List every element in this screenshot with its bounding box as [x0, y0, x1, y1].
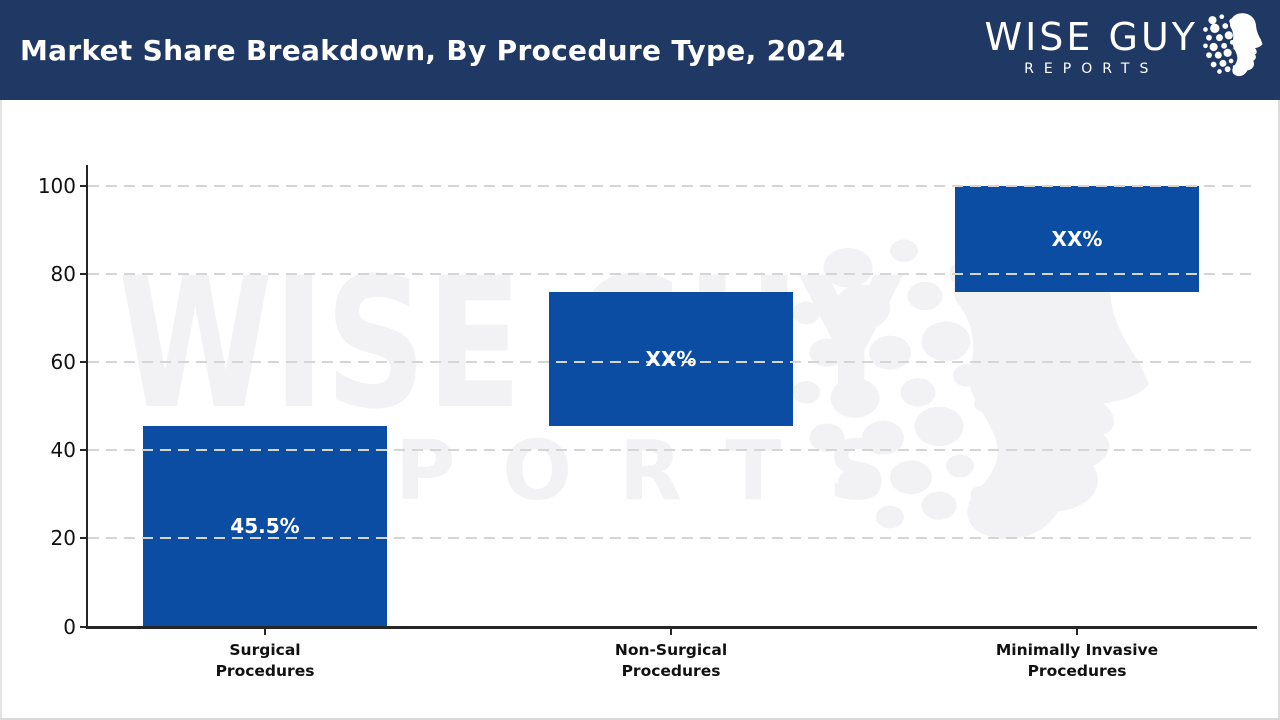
page-title: Market Share Breakdown, By Procedure Typ…	[20, 34, 846, 67]
y-tick-label-80: 80	[50, 262, 76, 286]
x-category-label-surgical: Surgical Procedures	[155, 640, 375, 682]
y-tick-label-20: 20	[50, 526, 76, 550]
y-tick-label-0: 0	[63, 615, 76, 639]
y-tickmark-60	[80, 361, 87, 363]
category-line: Procedures	[1027, 662, 1127, 680]
x-tickmark-surgical	[264, 629, 266, 635]
logo-text: WISE GUY REPORTS	[984, 15, 1198, 77]
watermark-face-logo-icon	[792, 233, 1149, 540]
gridline-40	[88, 449, 1255, 451]
gridline-100	[88, 185, 1255, 187]
bar-value-label-non-surgical: XX%	[645, 347, 697, 371]
category-line: Procedures	[215, 662, 315, 680]
y-tickmark-20	[80, 537, 87, 539]
wise-guy-reports-logo: WISE GUY REPORTS	[985, 12, 1266, 82]
page-bottom-border	[0, 718, 1280, 720]
x-category-label-non-surgical: Non-Surgical Procedures	[561, 640, 781, 682]
y-tickmark-100	[80, 185, 87, 187]
bar-non-surgical-procedures	[549, 292, 793, 426]
y-tickmark-0	[80, 626, 87, 628]
page-right-border	[1278, 100, 1280, 720]
x-tickmark-non-surgical	[670, 629, 672, 635]
logo-face-icon	[1203, 13, 1263, 77]
y-axis-line	[86, 165, 88, 629]
y-tick-label-40: 40	[50, 438, 76, 462]
page-left-border	[0, 100, 2, 720]
gridline-80	[88, 273, 1255, 275]
x-tickmark-minimally-invasive	[1076, 629, 1078, 635]
y-tickmark-40	[80, 449, 87, 451]
header-bar: Market Share Breakdown, By Procedure Typ…	[0, 0, 1280, 100]
bar-value-label-surgical: 45.5%	[230, 514, 300, 538]
gridline-20	[88, 537, 1255, 539]
y-tickmark-80	[80, 273, 87, 275]
category-line: Non-Surgical	[614, 641, 728, 659]
category-line: Surgical	[229, 641, 301, 659]
category-line: Procedures	[621, 662, 721, 680]
bar-surgical-procedures	[143, 426, 387, 627]
gridline-60	[88, 361, 1255, 363]
x-category-label-minimally-invasive: Minimally Invasive Procedures	[967, 640, 1187, 682]
logo-brand-name: WISE GUY	[984, 15, 1198, 60]
x-axis-line	[86, 626, 1257, 629]
logo-reports-text: REPORTS	[1024, 60, 1159, 77]
y-tick-label-60: 60	[50, 350, 76, 374]
y-tick-label-100: 100	[37, 174, 76, 198]
bar-value-label-minimally-invasive: XX%	[1051, 227, 1103, 251]
category-line: Minimally Invasive	[995, 641, 1159, 659]
